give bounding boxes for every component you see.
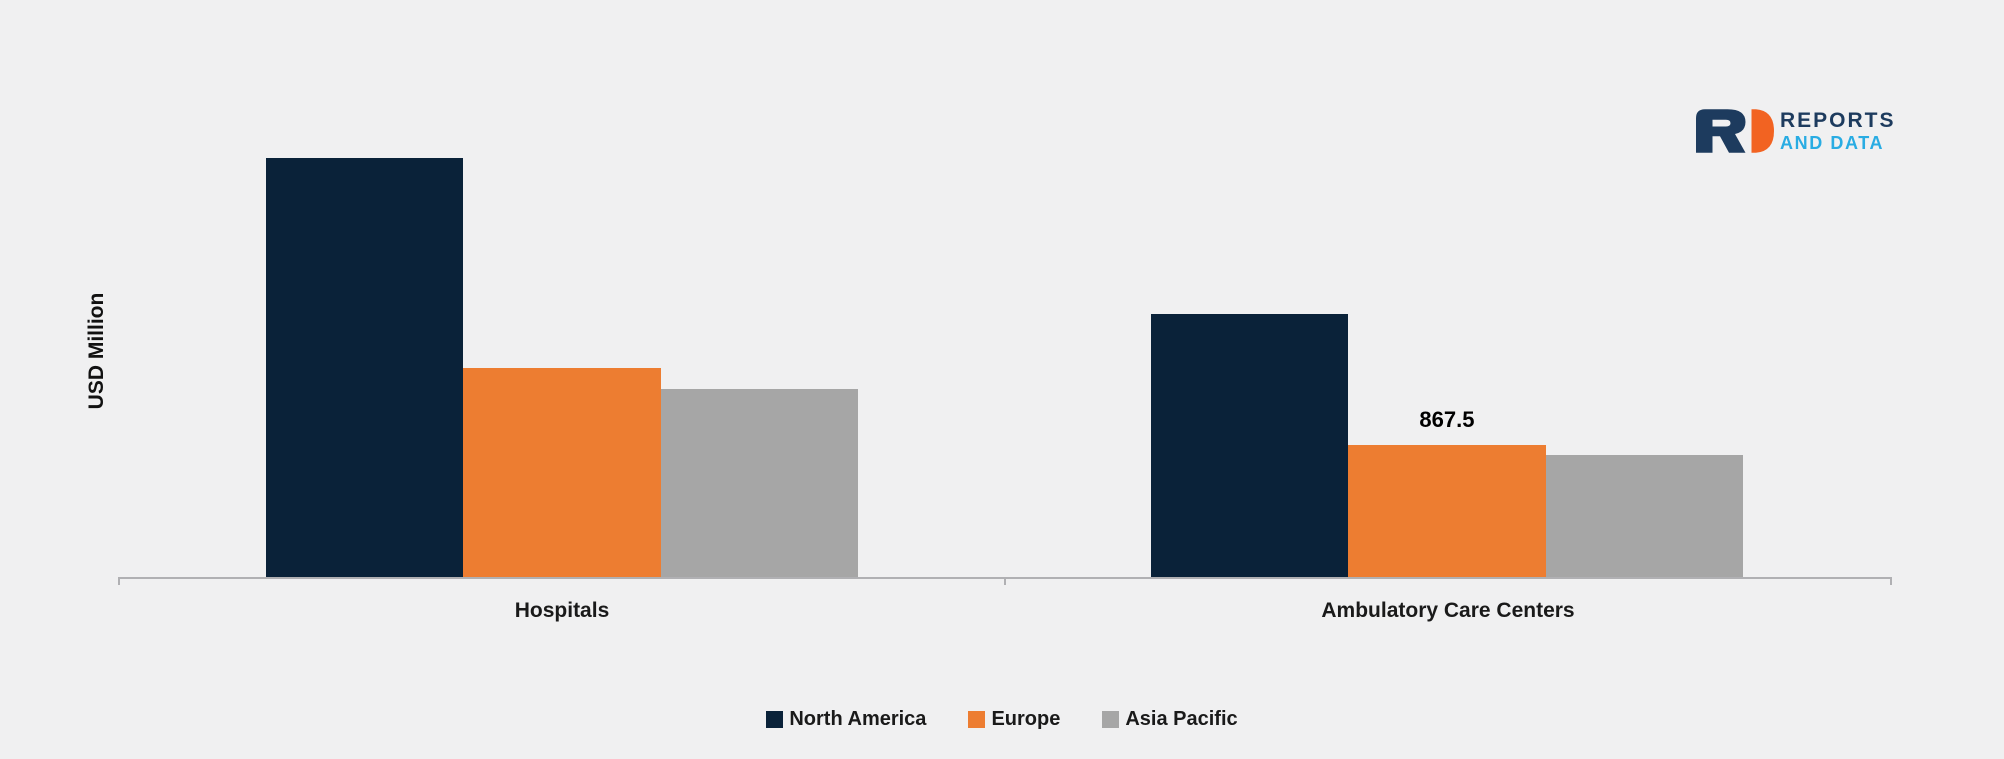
legend-label-asia-pacific: Asia Pacific xyxy=(1125,708,1238,730)
brand-name-line1: REPORTS xyxy=(1780,109,1896,132)
y-axis-title: USD Million xyxy=(85,292,108,410)
x-axis-category-label-hospitals: Hospitals xyxy=(514,599,610,622)
bar-asia-pacific-ambulatory-care-centers xyxy=(1545,454,1743,577)
legend-swatch-north-america xyxy=(766,711,784,728)
bar-north-america-ambulatory-care-centers xyxy=(1151,314,1349,577)
x-axis-tick-left xyxy=(118,579,120,585)
legend-label-europe: Europe xyxy=(991,708,1061,730)
x-axis-tick-right xyxy=(1890,579,1892,585)
legend-label-north-america: North America xyxy=(789,708,927,730)
bar-value-label: 867.5 xyxy=(1419,406,1475,432)
legend-item-europe: Europe xyxy=(968,708,1060,731)
brand-logo: REPORTS AND DATA xyxy=(1696,109,1896,153)
chart-legend: North America Europe Asia Pacific xyxy=(0,708,2004,731)
reports-and-data-logo-icon xyxy=(1696,109,1774,153)
brand-name-line2: AND DATA xyxy=(1780,133,1885,153)
legend-item-north-america: North America xyxy=(766,708,926,731)
x-axis-tick-middle xyxy=(1004,579,1006,585)
bar-asia-pacific-hospitals xyxy=(660,388,858,577)
brand-logo-text: REPORTS AND DATA xyxy=(1780,110,1896,152)
legend-item-asia-pacific: Asia Pacific xyxy=(1102,708,1238,731)
bar-europe-ambulatory-care-centers xyxy=(1348,444,1546,577)
bar-europe-hospitals xyxy=(463,367,661,577)
legend-swatch-asia-pacific xyxy=(1102,711,1120,728)
x-axis-line xyxy=(118,577,1892,579)
legend-swatch-europe xyxy=(968,711,986,728)
x-axis-category-label-ambulatory-care-centers: Ambulatory Care Centers xyxy=(1321,599,1575,622)
bar-north-america-hospitals xyxy=(266,157,464,577)
